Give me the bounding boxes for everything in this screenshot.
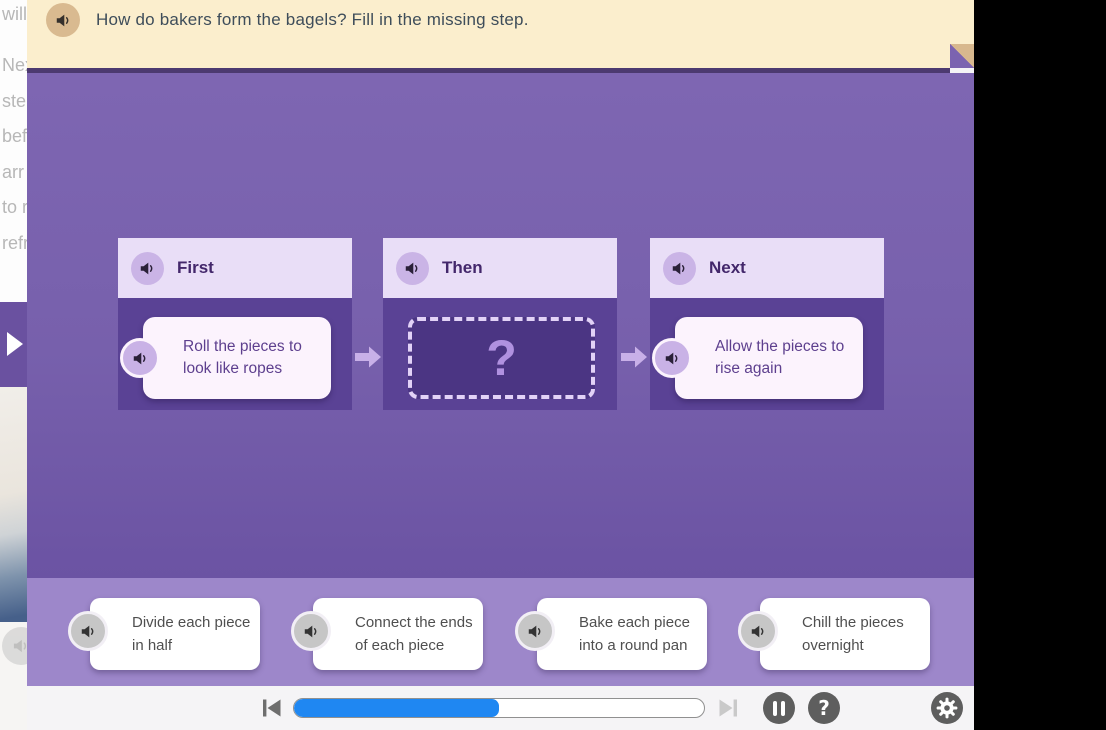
- help-icon: ?: [818, 696, 830, 720]
- page-text-fragment: arr: [2, 162, 24, 182]
- choice-text: Connect the ends of each piece: [355, 613, 473, 654]
- sequence-card-body: ?: [383, 298, 617, 410]
- answer-audio-button[interactable]: [652, 338, 692, 378]
- missing-step-drop-zone[interactable]: ?: [408, 317, 595, 399]
- skip-forward-button[interactable]: [716, 696, 740, 720]
- sequence-card-header: Next: [650, 238, 884, 298]
- page-text-fragment: to r: [2, 197, 27, 217]
- question-banner: How do bakers form the bagels? Fill in t…: [27, 0, 974, 68]
- choices-bar: Divide each piece in half Connect the en…: [27, 578, 974, 686]
- settings-button[interactable]: [931, 692, 963, 724]
- header-audio-button[interactable]: [663, 251, 696, 285]
- answer-text: Allow the pieces to rise again: [715, 337, 845, 377]
- player-bar: ?: [27, 686, 974, 730]
- sequence-area: First Roll the pieces to look like ropes: [27, 73, 974, 578]
- pause-icon: [773, 700, 785, 716]
- sequence-label: First: [177, 258, 214, 277]
- skip-back-button[interactable]: [260, 696, 284, 720]
- choice-text: Bake each piece into a round pan: [579, 613, 690, 654]
- sequence-answer-card: Allow the pieces to rise again: [652, 317, 863, 399]
- page-text-fragment: will: [2, 4, 27, 24]
- choice-card[interactable]: Chill the pieces overnight: [760, 598, 930, 670]
- play-icon: [7, 332, 23, 356]
- activity-overlay: How do bakers form the bagels? Fill in t…: [27, 0, 974, 730]
- background-photo: [0, 387, 27, 622]
- banner-fold-corner: [950, 44, 974, 68]
- question-audio-button[interactable]: [46, 3, 80, 37]
- sequence-answer-card: Roll the pieces to look like ropes: [120, 317, 331, 399]
- question-text: How do bakers form the bagels? Fill in t…: [96, 10, 529, 29]
- choice-card[interactable]: Connect the ends of each piece: [313, 598, 483, 670]
- speaker-icon: [2, 627, 27, 665]
- choice-item: Divide each piece in half: [68, 598, 282, 670]
- pause-button[interactable]: [763, 692, 795, 724]
- choice-audio-button[interactable]: [515, 611, 555, 651]
- page-text-fragment: ste: [2, 91, 27, 111]
- arrow-right-icon: [355, 346, 381, 368]
- answer-text: Roll the pieces to look like ropes: [183, 337, 302, 377]
- question-mark-placeholder: ?: [486, 330, 517, 386]
- choice-audio-button[interactable]: [291, 611, 331, 651]
- page-text-fragment: refr: [2, 233, 27, 253]
- header-audio-button[interactable]: [131, 251, 164, 285]
- sequence-card-body: Allow the pieces to rise again: [650, 298, 884, 410]
- sequence-card-first: First Roll the pieces to look like ropes: [118, 238, 352, 410]
- background-video-block: [0, 302, 27, 387]
- sequence-card-body: Roll the pieces to look like ropes: [118, 298, 352, 410]
- banner-shadow: [27, 68, 950, 73]
- choice-item: Connect the ends of each piece: [291, 598, 505, 670]
- sequence-card-next: Next Allow the pieces to rise again: [650, 238, 884, 410]
- choice-card[interactable]: Divide each piece in half: [90, 598, 260, 670]
- sequence-card-then: Then ?: [383, 238, 617, 410]
- progress-bar[interactable]: [293, 698, 705, 718]
- choice-card[interactable]: Bake each piece into a round pan: [537, 598, 707, 670]
- gear-icon: [936, 697, 958, 719]
- choice-text: Divide each piece in half: [132, 613, 251, 654]
- help-button[interactable]: ?: [808, 692, 840, 724]
- progress-fill: [294, 699, 499, 717]
- choice-item: Bake each piece into a round pan: [515, 598, 729, 670]
- choice-item: Chill the pieces overnight: [738, 598, 952, 670]
- choice-audio-button[interactable]: [68, 611, 108, 651]
- choice-text: Chill the pieces overnight: [802, 613, 904, 654]
- sequence-label: Then: [442, 258, 483, 277]
- sequence-card-header: First: [118, 238, 352, 298]
- background-page-strip: will Nex ste bef arr to r refr: [0, 0, 27, 730]
- sequence-label: Next: [709, 258, 746, 277]
- page-text-fragment: bef: [2, 126, 27, 146]
- answer-audio-button[interactable]: [120, 338, 160, 378]
- arrow-right-icon: [621, 346, 647, 368]
- page-text-fragment: Nex: [2, 55, 27, 75]
- choice-audio-button[interactable]: [738, 611, 778, 651]
- header-audio-button[interactable]: [396, 251, 429, 285]
- sequence-card-header: Then: [383, 238, 617, 298]
